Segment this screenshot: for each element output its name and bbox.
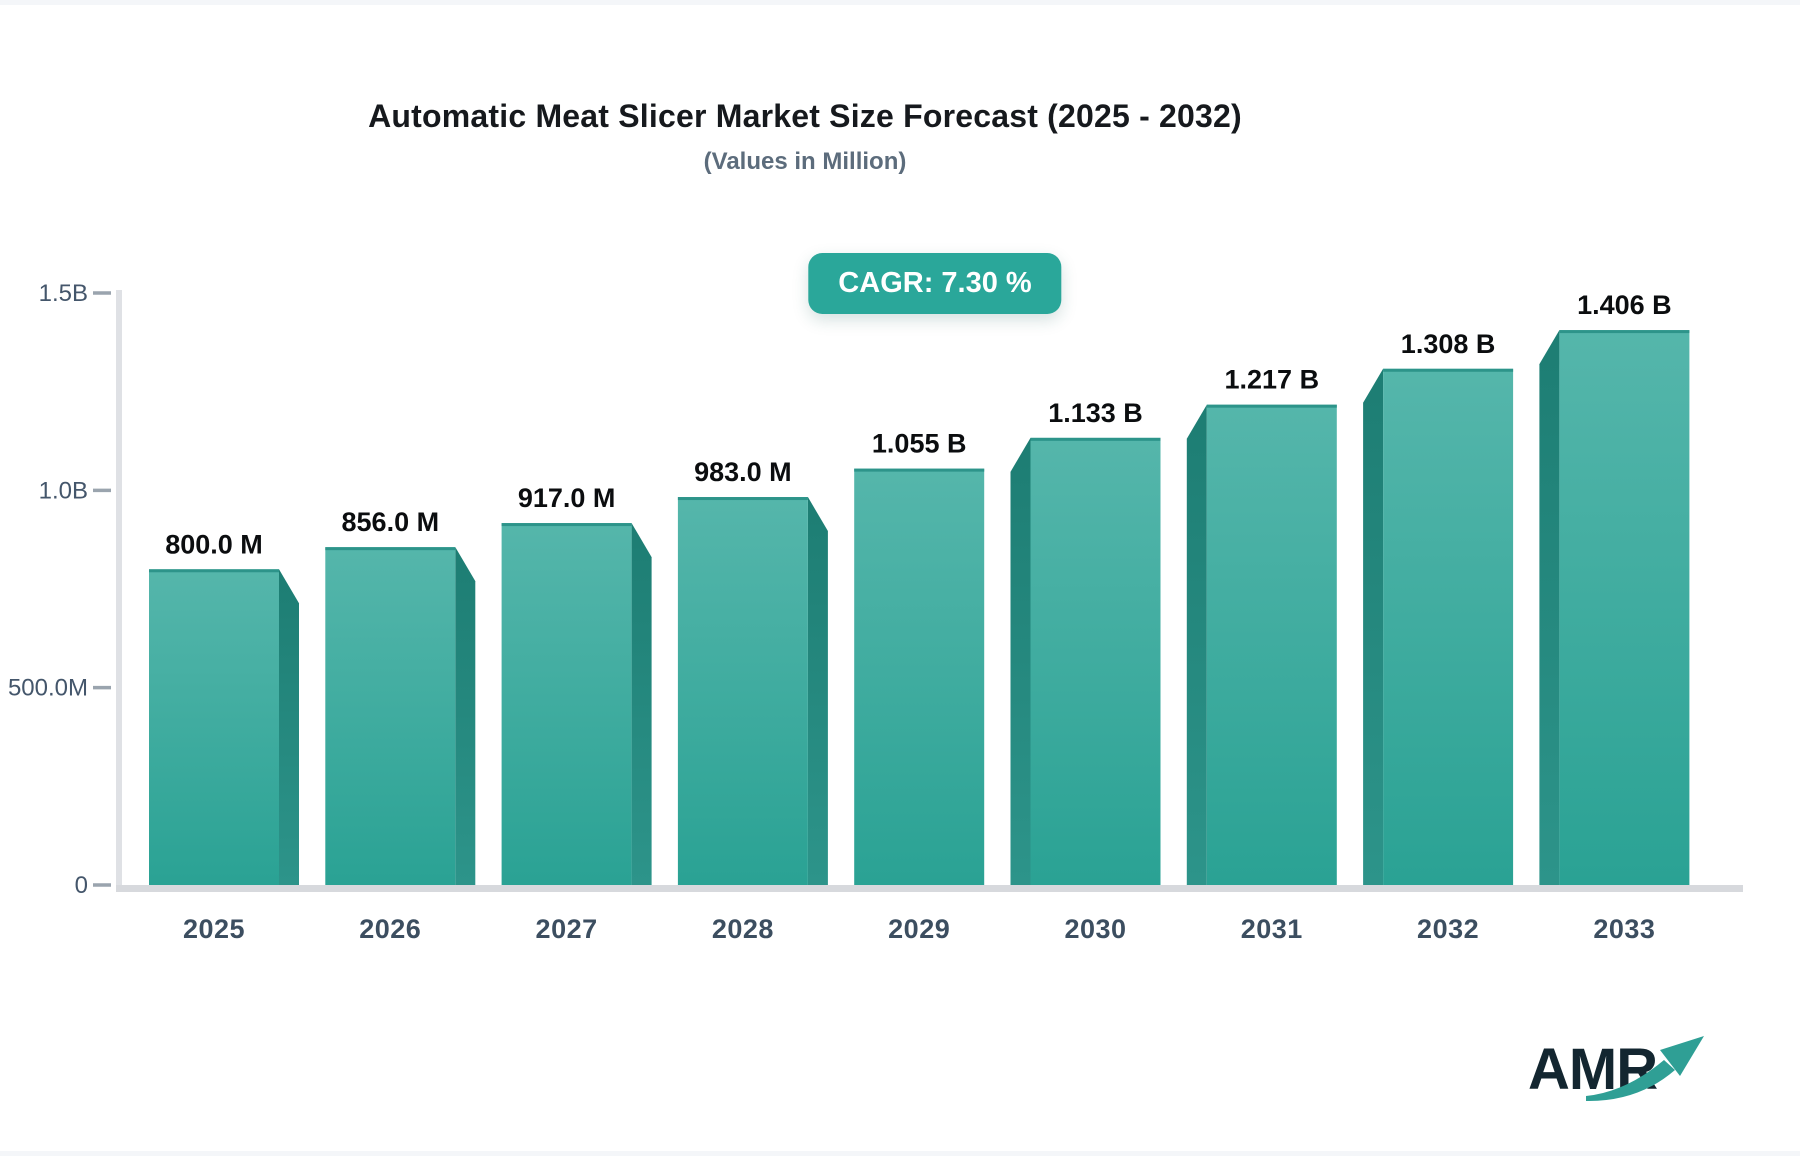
trend-arrow-icon [1586,1036,1704,1102]
bar-face [1206,404,1337,885]
year-label-2028: 2028 [712,914,774,944]
bar-2029: 1.055 B 2029 [854,429,985,944]
bar-2031: 1.217 B 2031 [1186,365,1337,944]
bar-face [325,547,456,885]
bar-face [149,569,279,885]
bar-side [807,497,828,885]
bar-top-edge [501,523,632,527]
bar-top-edge [854,468,985,472]
y-tick-label-1.5B: 1.5B [39,280,88,307]
value-label-2031: 1.217 B [1225,365,1320,395]
value-label-2029: 1.055 B [872,429,967,459]
amr-logo: AMR [1528,1028,1718,1118]
value-label-2027: 917.0 M [518,483,616,513]
page-top-border [0,0,1800,5]
bar-2028: 983.0 M 2028 [677,457,828,944]
chart-subtitle: (Values in Million) [703,148,907,175]
y-tick-label-500.0M: 500.0M [8,675,88,702]
year-label-2027: 2027 [536,914,598,944]
year-label-2033: 2033 [1593,914,1655,944]
bar-side [1010,437,1031,885]
value-label-2025: 800.0 M [165,529,263,559]
bar-side [455,547,476,885]
y-tick-label-0: 0 [75,872,88,899]
bar-top-edge [1383,368,1514,372]
bar-top-edge [1030,437,1161,441]
value-label-2028: 983.0 M [694,457,792,487]
bar-top-edge [1559,330,1690,334]
bar-2030: 1.133 B 2030 [1010,398,1161,944]
bar-top-edge [1206,404,1337,408]
bar-face [1030,437,1161,885]
cagr-badge: CAGR: 7.30 % [808,253,1062,314]
bar-side [631,523,652,885]
bar-2027: 917.0 M 2027 [501,483,652,944]
bar-top-edge [149,569,279,573]
page-bottom-border [0,1151,1800,1156]
bar-top-edge [677,497,808,501]
bar-face [677,497,808,885]
bar-face [1559,330,1690,886]
year-label-2030: 2030 [1064,914,1126,944]
year-label-2026: 2026 [359,914,421,944]
bar-2025: 800.0 M 2025 [149,529,299,944]
y-axis-line [116,290,122,892]
value-label-2033: 1.406 B [1577,290,1672,320]
year-label-2025: 2025 [183,914,245,944]
bar-side [279,569,299,885]
x-axis-baseline [116,885,1743,892]
value-label-2026: 856.0 M [342,507,440,537]
bar-2032: 1.308 B 2032 [1363,329,1514,944]
value-label-2032: 1.308 B [1401,329,1496,359]
year-label-2031: 2031 [1241,914,1303,944]
bar-face [501,523,632,885]
bar-top-edge [325,547,456,551]
year-label-2032: 2032 [1417,914,1479,944]
chart-title: Automatic Meat Slicer Market Size Foreca… [368,98,1242,134]
value-label-2030: 1.133 B [1048,398,1143,428]
bar-face [854,468,985,885]
bar-side [1363,368,1384,885]
bar-2026: 856.0 M 2026 [325,507,476,944]
bar-face [1383,368,1514,885]
y-tick-label-1.0B: 1.0B [39,477,88,504]
bar-2033: 1.406 B 2033 [1539,290,1690,944]
bar-side [1539,330,1560,886]
bar-side [1186,404,1207,885]
year-label-2029: 2029 [888,914,950,944]
